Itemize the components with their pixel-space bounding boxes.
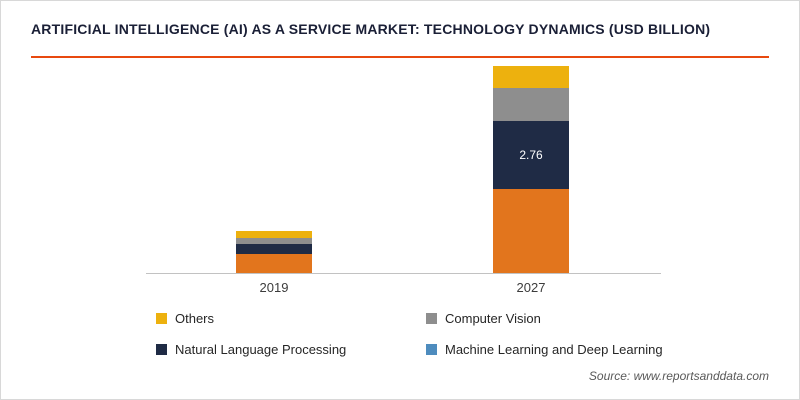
legend-item-natural-language-processing: Natural Language Processing — [156, 342, 346, 357]
bar-2019 — [236, 231, 312, 273]
legend-item-computer-vision: Computer Vision — [426, 311, 541, 326]
bar-segment-others — [493, 66, 569, 88]
legend-swatch-computer-vision — [426, 313, 437, 324]
bar-segment-natural-language-processing: 2.76 — [493, 121, 569, 189]
title-underline — [31, 56, 769, 58]
x-tick-2027: 2027 — [516, 280, 546, 295]
source-credit: Source: www.reportsanddata.com — [588, 369, 769, 383]
bar-segment-computer-vision — [236, 238, 312, 244]
plot-area: 2.76 — [146, 63, 661, 274]
legend-label-computer-vision: Computer Vision — [445, 311, 541, 326]
x-tick-2019: 2019 — [259, 280, 289, 295]
legend-label-natural-language-processing: Natural Language Processing — [175, 342, 347, 357]
bar-segment-natural-language-processing — [236, 244, 312, 254]
bar-segment-machine-learning-and-deep-learning — [493, 189, 569, 273]
chart-title: ARTIFICIAL INTELLIGENCE (AI) AS A SERVIC… — [31, 21, 711, 37]
legend-swatch-natural-language-processing — [156, 344, 167, 355]
bar-2027: 2.76 — [493, 66, 569, 273]
legend-swatch-machine-learning-and-deep-learning — [426, 344, 437, 355]
legend-swatch-others — [156, 313, 167, 324]
data-label: 2.76 — [519, 148, 543, 162]
bar-segment-others — [236, 231, 312, 238]
legend-item-machine-learning-and-deep-learning: Machine Learning and Deep Learning — [426, 342, 663, 357]
legend-item-others: Others — [156, 311, 214, 326]
legend-label-others: Others — [175, 311, 215, 326]
legend-label-machine-learning-and-deep-learning: Machine Learning and Deep Learning — [445, 342, 663, 357]
bar-segment-computer-vision — [493, 88, 569, 121]
bar-segment-machine-learning-and-deep-learning — [236, 254, 312, 273]
